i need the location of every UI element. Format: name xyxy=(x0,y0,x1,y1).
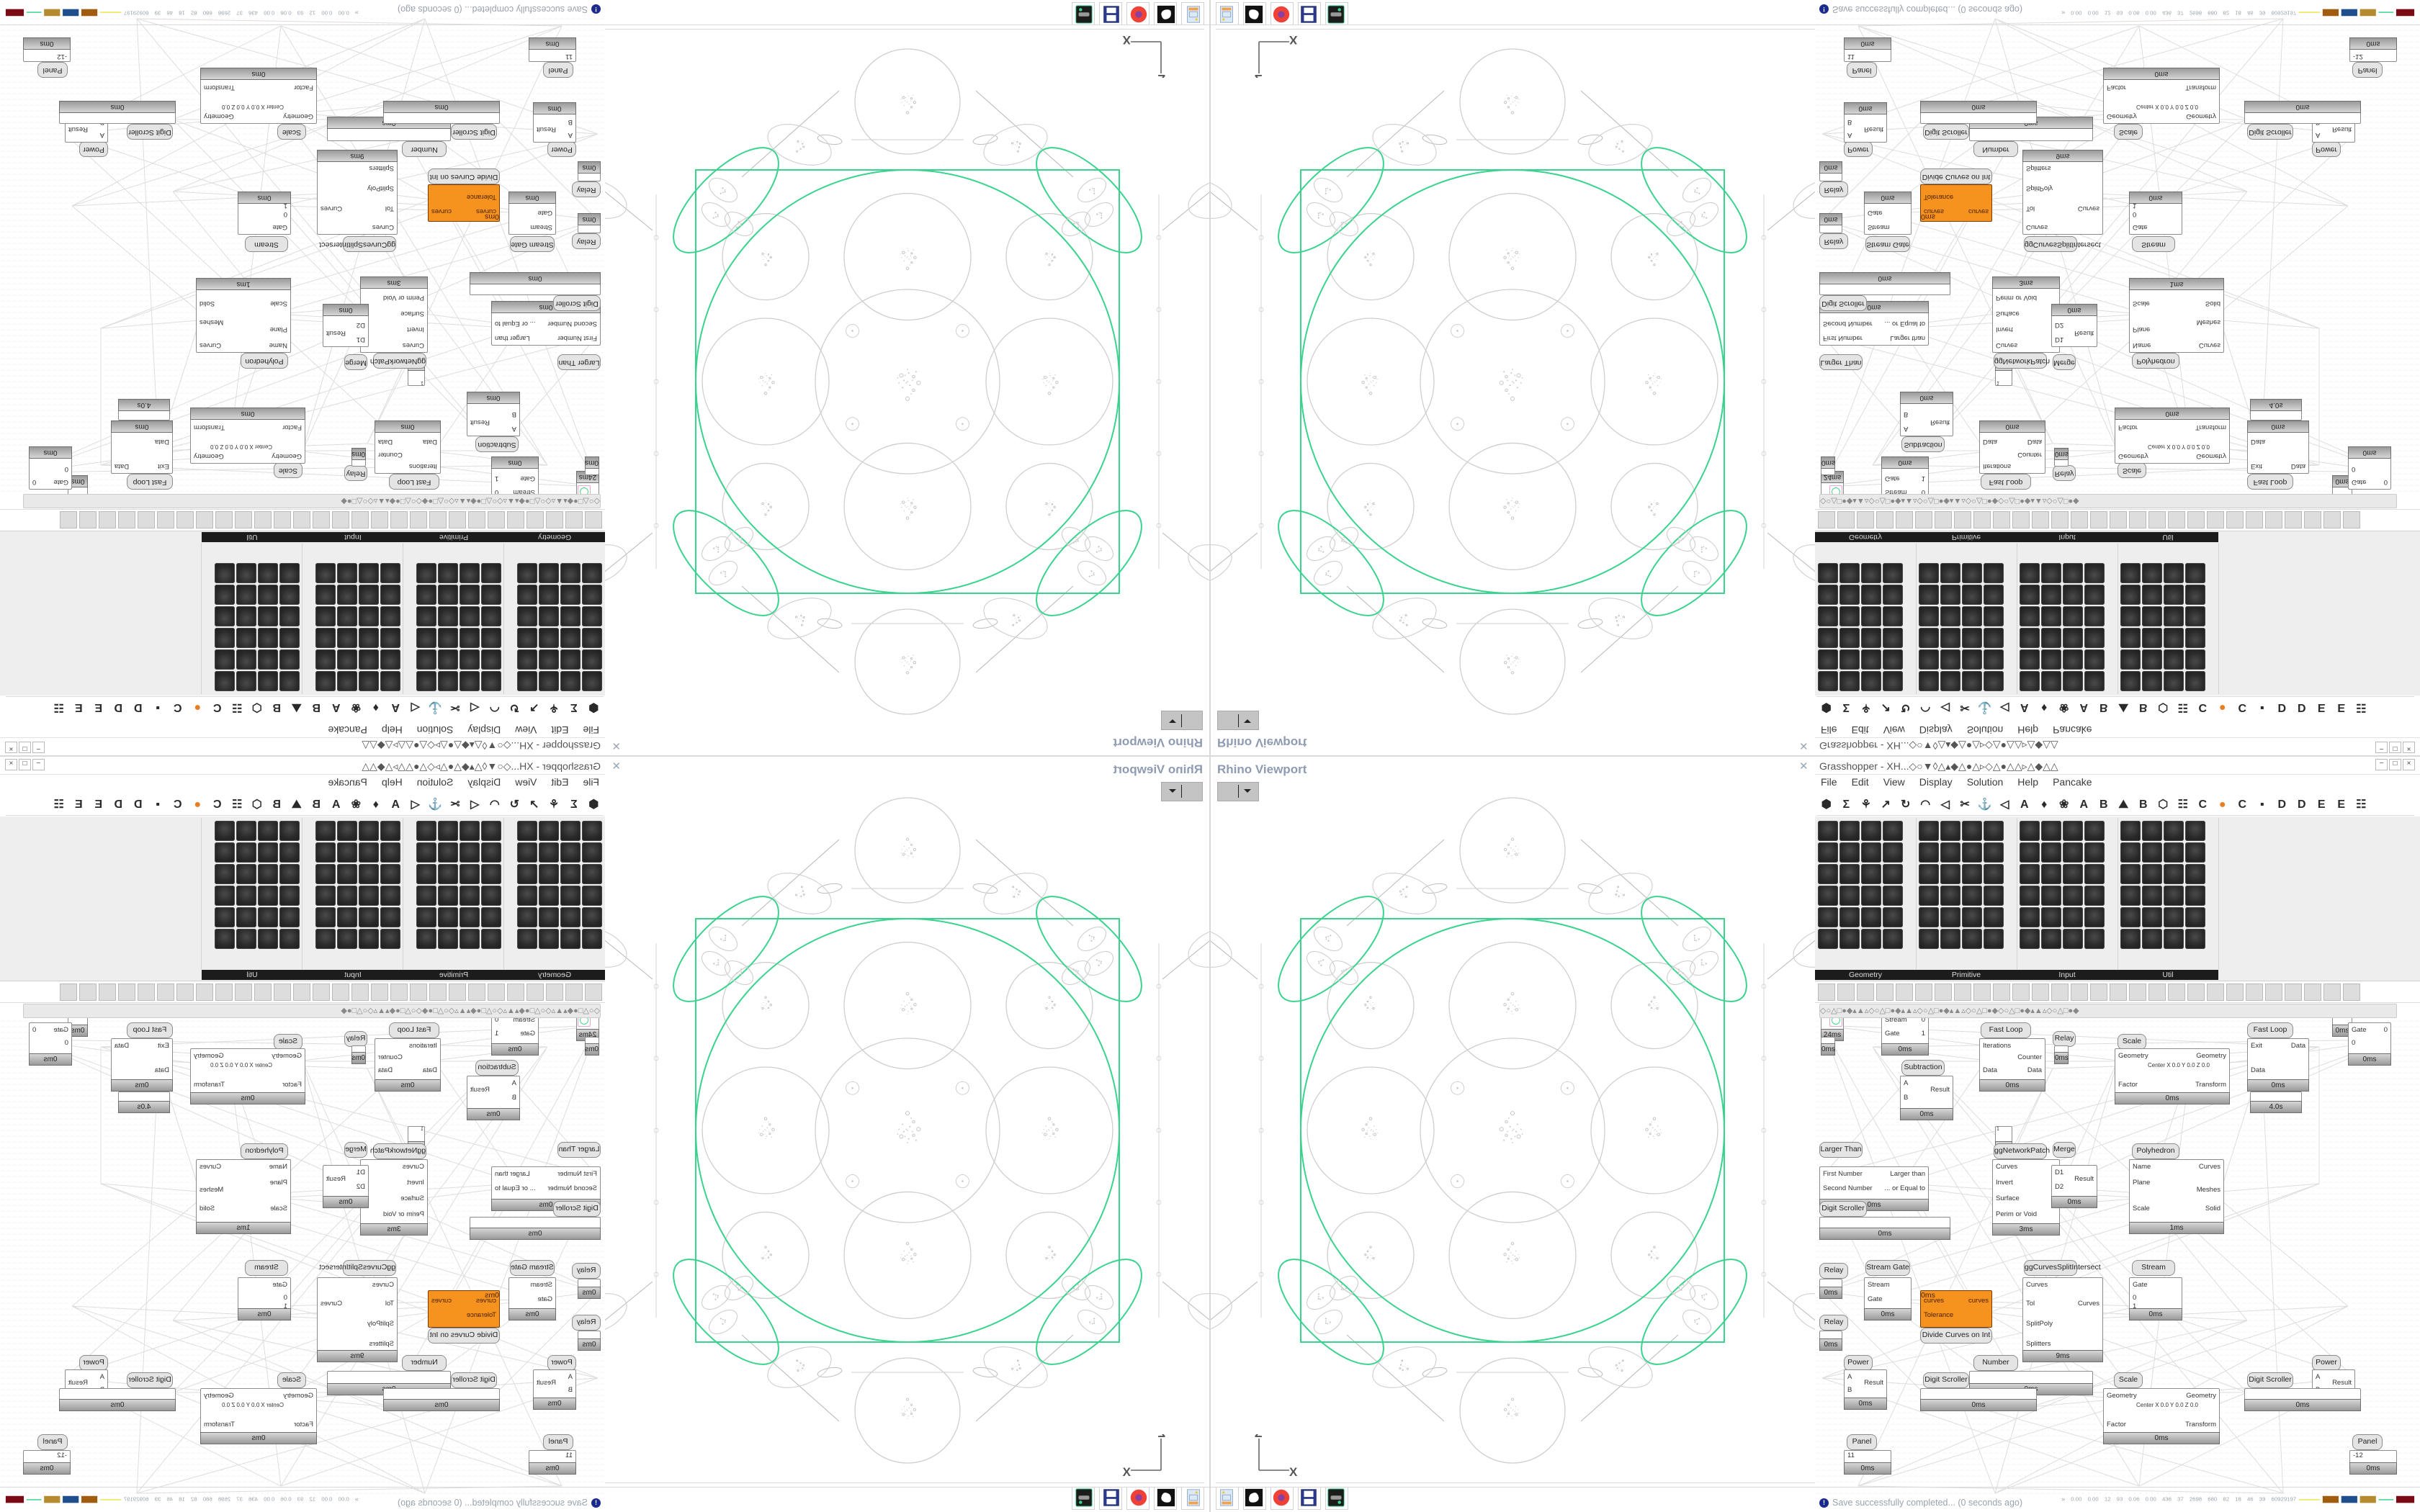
svg-text:Z: Z xyxy=(1255,1434,1262,1440)
svg-text:Z: Z xyxy=(1158,72,1165,78)
svg-text:X: X xyxy=(1289,35,1298,47)
svg-text:Z: Z xyxy=(1158,1434,1165,1440)
svg-text:Z: Z xyxy=(1255,72,1262,78)
svg-text:X: X xyxy=(1289,1465,1298,1477)
svg-text:X: X xyxy=(1122,1465,1131,1477)
svg-text:X: X xyxy=(1122,35,1131,47)
